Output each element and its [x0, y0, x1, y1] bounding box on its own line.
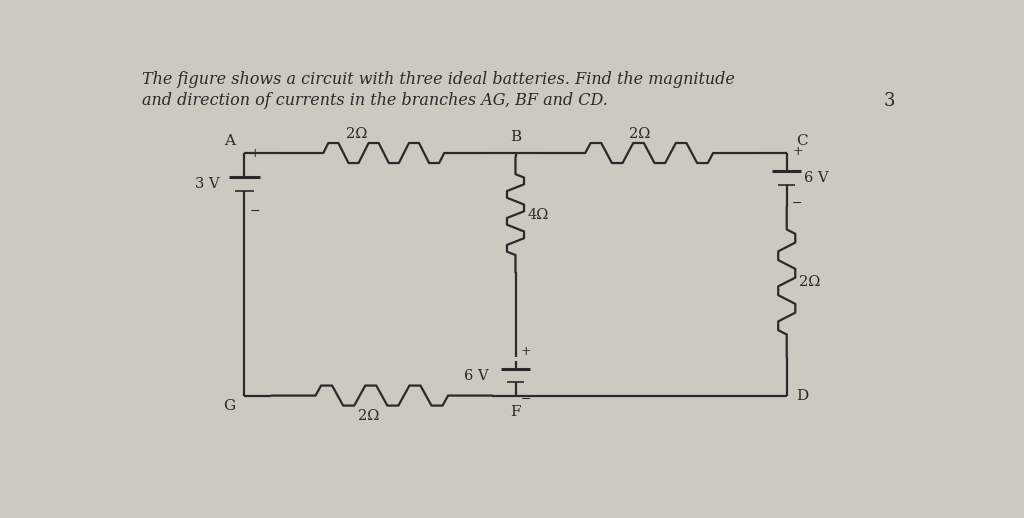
- Text: 6 V: 6 V: [804, 171, 828, 185]
- Text: 2Ω: 2Ω: [629, 127, 650, 141]
- Text: +: +: [521, 345, 531, 358]
- Text: 3: 3: [884, 92, 895, 110]
- Text: C: C: [796, 134, 808, 148]
- Text: The figure shows a circuit with three ideal batteries. Find the magnitude: The figure shows a circuit with three id…: [142, 71, 735, 89]
- Text: 2Ω: 2Ω: [357, 409, 379, 423]
- Text: −: −: [521, 393, 531, 406]
- Text: 6 V: 6 V: [464, 368, 488, 383]
- Text: 4Ω: 4Ω: [528, 208, 549, 222]
- Text: B: B: [510, 130, 521, 144]
- Text: A: A: [224, 134, 234, 148]
- Text: −: −: [793, 197, 803, 210]
- Text: 2Ω: 2Ω: [799, 275, 820, 289]
- Text: D: D: [796, 388, 808, 402]
- Text: +: +: [793, 145, 803, 157]
- Text: G: G: [222, 399, 234, 413]
- Text: and direction of currents in the branches AG, BF and CD.: and direction of currents in the branche…: [142, 92, 608, 109]
- Text: F: F: [510, 405, 521, 419]
- Text: −: −: [250, 205, 260, 219]
- Text: 3 V: 3 V: [195, 177, 219, 191]
- Text: 2Ω: 2Ω: [346, 127, 368, 141]
- Text: +: +: [250, 147, 260, 160]
